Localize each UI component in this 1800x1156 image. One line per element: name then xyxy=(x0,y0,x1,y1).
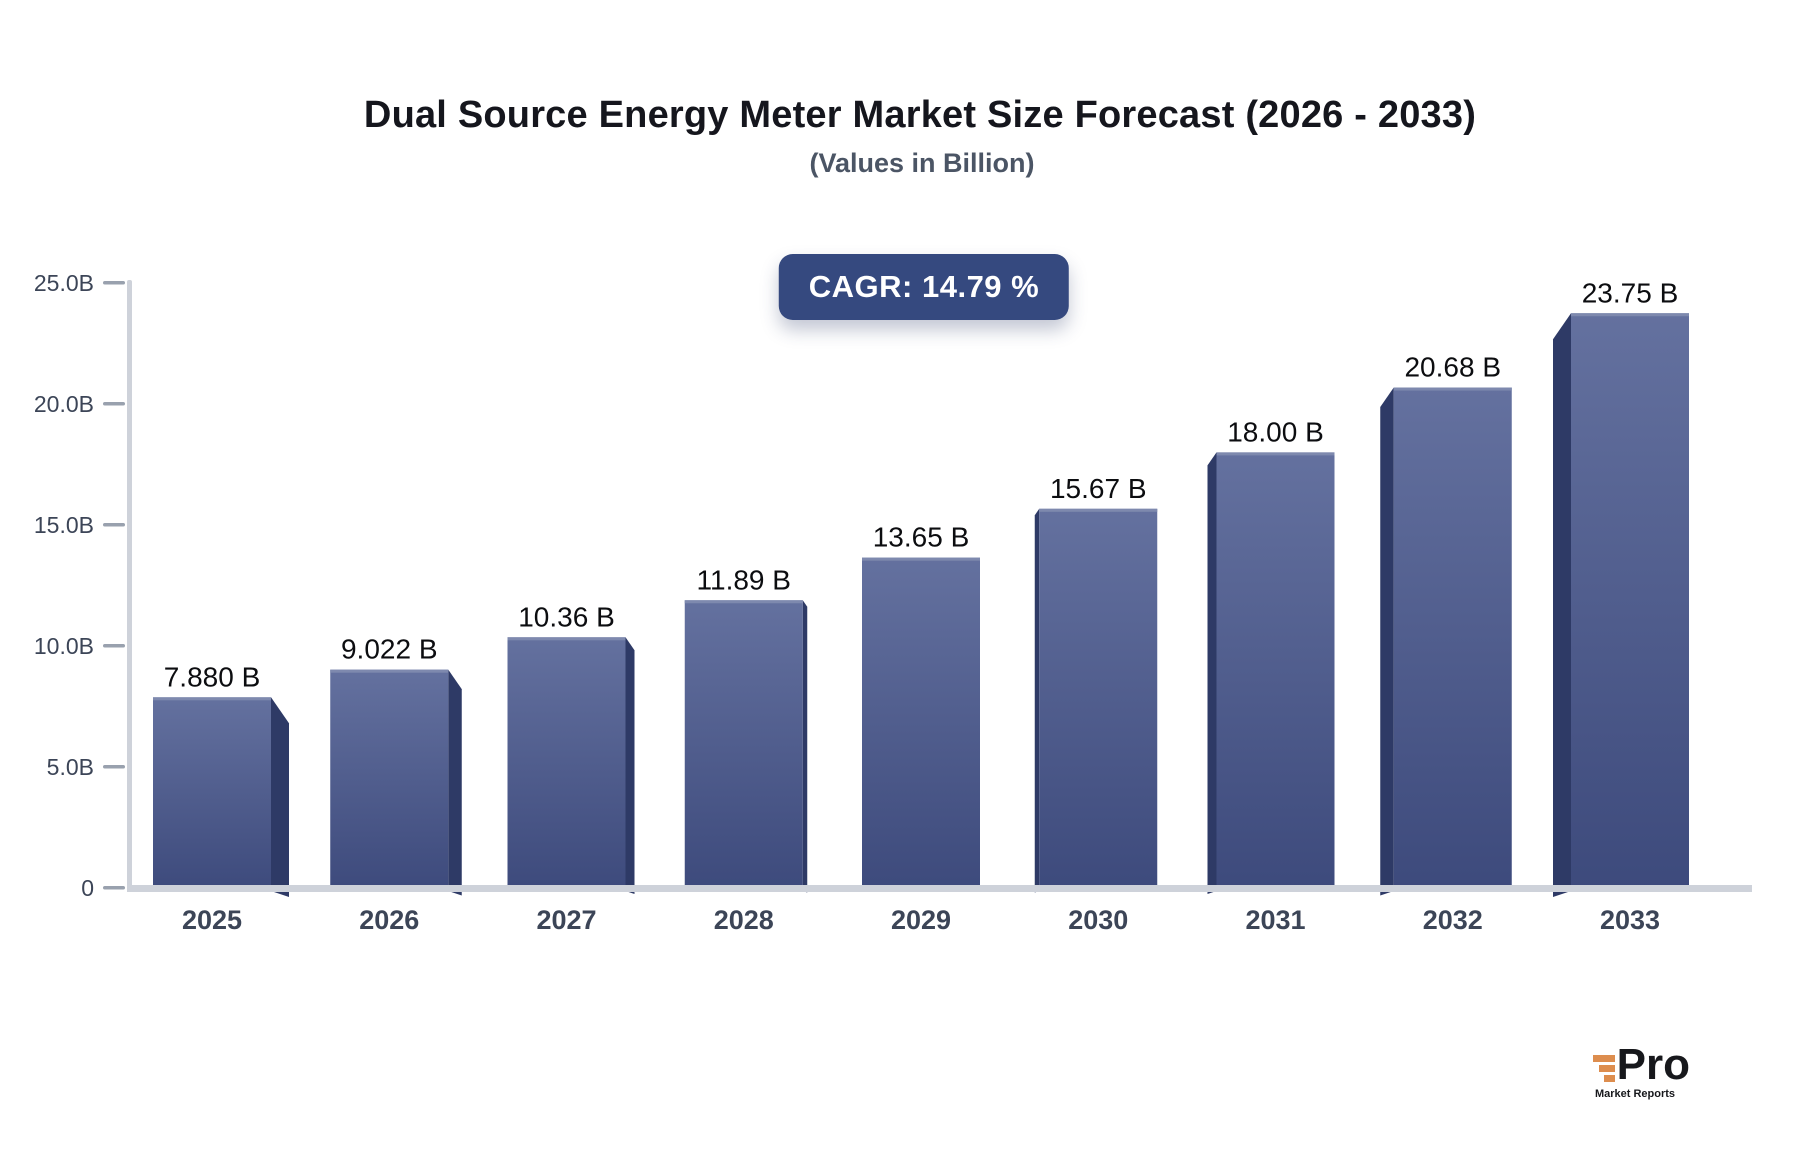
y-tick-label-20.0B: 20.0B xyxy=(34,391,94,417)
y-tick-label-5.0B: 5.0B xyxy=(47,754,94,780)
x-category-label-2031: 2031 xyxy=(1245,905,1305,935)
bar-2025: 7.880 B xyxy=(153,661,289,897)
bar-side-face xyxy=(448,669,462,896)
x-axis-line xyxy=(127,885,1752,892)
bar-top-edge xyxy=(862,557,980,561)
y-tick-5.0B xyxy=(103,765,125,769)
bar-top-edge xyxy=(1039,508,1158,512)
y-axis-line xyxy=(127,280,132,888)
logo-name: Pro xyxy=(1616,1039,1690,1089)
bar-2026: 9.022 B xyxy=(330,634,462,896)
bar-top-edge xyxy=(1571,313,1689,317)
bar-front-face xyxy=(1571,313,1689,891)
bar-2029: 13.65 B xyxy=(862,522,980,891)
bar-2032: 20.68 B xyxy=(1380,352,1512,896)
bar-top-edge xyxy=(1216,452,1335,456)
bar-top-edge xyxy=(507,637,626,641)
bar-value-label-2027: 10.36 B xyxy=(518,601,615,632)
y-tick-label-0: 0 xyxy=(81,875,94,901)
bar-side-face xyxy=(802,600,808,893)
logo-tagline: Market Reports xyxy=(1594,1088,1676,1100)
logo-row: Pro xyxy=(1580,1039,1690,1089)
bar-side-face xyxy=(1553,313,1571,897)
logo-bars-icon xyxy=(1592,1054,1615,1082)
bar-value-label-2031: 18.00 B xyxy=(1227,416,1324,447)
y-tick-0 xyxy=(103,886,125,890)
x-category-label-2033: 2033 xyxy=(1600,905,1660,935)
chart-title: Dual Source Energy Meter Market Size For… xyxy=(363,94,1477,136)
bar-front-face xyxy=(330,669,449,891)
y-tick-20.0B xyxy=(103,402,125,406)
bar-front-face xyxy=(153,697,271,891)
bar-2031: 18.00 B xyxy=(1207,416,1335,894)
x-category-label-2028: 2028 xyxy=(714,905,774,935)
x-category-label-2030: 2030 xyxy=(1068,905,1128,935)
bar-top-edge xyxy=(684,600,803,604)
bar-front-face xyxy=(684,600,803,891)
bar-front-face xyxy=(1216,452,1335,891)
bar-top-edge xyxy=(153,697,271,701)
bar-front-face xyxy=(507,637,626,891)
bar-2033: 23.75 B xyxy=(1553,277,1689,897)
bar-front-face xyxy=(862,557,980,891)
logo: Pro Market Reports xyxy=(1580,1039,1690,1100)
bar-value-label-2028: 11.89 B xyxy=(697,564,791,595)
bar-top-edge xyxy=(1393,387,1512,391)
bar-2028: 11.89 B xyxy=(684,564,808,893)
bar-value-label-2026: 9.022 B xyxy=(341,634,438,665)
logo-bar-bottom xyxy=(1603,1074,1615,1082)
x-category-label-2025: 2025 xyxy=(182,905,242,935)
y-tick-label-25.0B: 25.0B xyxy=(34,270,94,296)
y-tick-15.0B xyxy=(103,523,125,527)
y-tick-25.0B xyxy=(103,281,125,285)
x-category-label-2029: 2029 xyxy=(891,905,951,935)
bar-2030: 15.67 B xyxy=(1034,473,1158,893)
bar-side-face xyxy=(1034,508,1040,893)
chart-subtitle: (Values in Billion) xyxy=(809,148,1035,178)
logo-bar-top xyxy=(1592,1054,1615,1062)
bar-side-face xyxy=(271,697,289,897)
y-tick-label-10.0B: 10.0B xyxy=(34,633,94,659)
bar-2027: 10.36 B xyxy=(507,601,635,894)
bar-value-label-2033: 23.75 B xyxy=(1582,277,1679,308)
y-tick-10.0B xyxy=(103,644,125,648)
bar-front-face xyxy=(1039,508,1158,891)
bar-value-label-2032: 20.68 B xyxy=(1404,352,1501,383)
bar-value-label-2025: 7.880 B xyxy=(164,661,261,692)
x-category-label-2026: 2026 xyxy=(359,905,419,935)
bar-side-face xyxy=(1380,387,1394,896)
logo-bar-middle xyxy=(1598,1064,1615,1072)
x-category-label-2032: 2032 xyxy=(1423,905,1483,935)
bar-side-face xyxy=(1207,452,1217,894)
x-category-label-2027: 2027 xyxy=(536,905,596,935)
bar-front-face xyxy=(1393,387,1512,891)
bar-value-label-2030: 15.67 B xyxy=(1050,473,1147,504)
bar-value-label-2029: 13.65 B xyxy=(873,522,970,553)
cagr-badge: CAGR: 14.79 % xyxy=(778,254,1070,320)
y-tick-label-15.0B: 15.0B xyxy=(34,512,94,538)
bar-top-edge xyxy=(330,669,449,673)
bar-side-face xyxy=(625,637,635,894)
